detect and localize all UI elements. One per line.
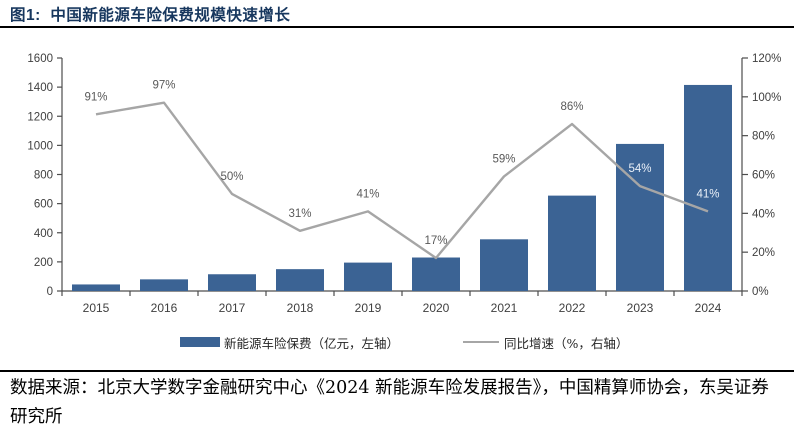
growth-label-2016: 97% [152,80,175,92]
chart-legend: 新能源车险保费（亿元，左轴） 同比增速（%，右轴） [180,333,628,352]
x-axis-year-label: 2015 [83,301,110,315]
x-axis-year-label: 2017 [219,301,246,315]
growth-label-2024: 41% [696,188,719,200]
bar-2024 [684,84,732,291]
right-axis-tick-label: 100% [752,92,781,104]
bar-2022 [548,195,596,291]
bar-2023 [616,143,664,291]
premium-growth-combo-chart: 0 200 400 600 800 1000 1200 1400 1600 0% 20% 40% 60%… [27,53,781,315]
bar-series-swatch [180,337,220,347]
bar-2015 [72,284,120,291]
left-axis-tick-label: 1400 [27,82,53,94]
legend-item-premium: 新能源车险保费（亿元，左轴） [180,333,399,352]
bar-2016 [140,279,188,291]
bar-2019 [344,262,392,291]
growth-label-2022: 86% [560,101,583,113]
growth-label-2019: 41% [356,188,379,200]
footer-divider [0,370,794,373]
left-axis-tick-label: 200 [34,257,53,269]
left-axis-tick-label: 0 [47,286,53,298]
bar-2017 [208,274,256,291]
legend-label-premium: 新能源车险保费（亿元，左轴） [224,335,400,351]
left-axis-tick-label: 400 [34,228,53,240]
x-axis-year-label: 2018 [287,301,314,315]
legend-label-growth: 同比增速（%，右轴） [504,335,629,351]
growth-label-2015: 91% [84,91,107,103]
growth-label-2020: 17% [424,235,447,247]
x-axis-year-label: 2021 [491,301,518,315]
right-axis-tick-label: 40% [752,208,775,220]
right-axis-tick-label: 20% [752,247,775,259]
left-axis-tick-label: 600 [34,199,53,211]
growth-label-2018: 31% [288,208,311,220]
x-axis-year-label: 2019 [355,301,382,315]
bar-2018 [276,269,324,291]
title-underline [0,26,794,29]
x-axis-year-label: 2024 [695,301,722,315]
x-axis-year-label: 2023 [627,301,654,315]
data-source-note: 数据来源：北京大学数字金融研究中心《2024 新能源车险发展报告》，中国精算师协… [10,378,769,427]
x-axis-year-label: 2020 [423,301,450,315]
line-series-swatch [463,340,500,344]
right-axis-tick-label: 0% [752,286,769,298]
bar-2020 [412,257,460,291]
left-axis-tick-label: 1200 [27,111,53,123]
figure-title: 图1: 中国新能源车险保费规模快速增长 [10,7,291,24]
right-axis-tick-label: 60% [752,170,775,182]
left-axis-tick-label: 1600 [27,53,53,65]
x-axis-year-label: 2022 [559,301,586,315]
growth-line [95,101,709,260]
growth-label-2017: 50% [220,171,243,183]
right-axis-tick-label: 80% [752,131,775,143]
legend-item-growth: 同比增速（%，右轴） [463,333,628,352]
left-axis-tick-label: 1000 [27,140,53,152]
right-axis-tick-label: 120% [752,53,781,65]
left-axis-tick-label: 800 [34,170,53,182]
growth-label-2021: 59% [492,153,515,165]
bar-2021 [480,239,528,291]
growth-label-2023: 54% [628,163,651,175]
x-axis-year-label: 2016 [151,301,178,315]
